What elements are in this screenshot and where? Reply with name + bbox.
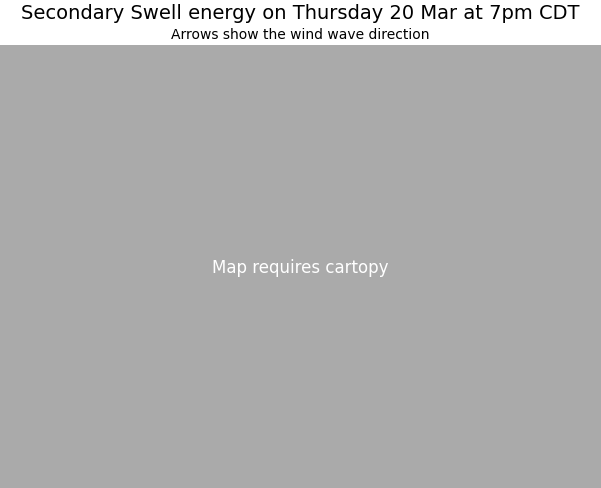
Text: Secondary Swell energy on Thursday 20 Mar at 7pm CDT: Secondary Swell energy on Thursday 20 Ma… (21, 3, 580, 22)
Text: Arrows show the wind wave direction: Arrows show the wind wave direction (171, 28, 430, 42)
Text: Map requires cartopy: Map requires cartopy (212, 258, 389, 276)
FancyBboxPatch shape (0, 46, 601, 488)
